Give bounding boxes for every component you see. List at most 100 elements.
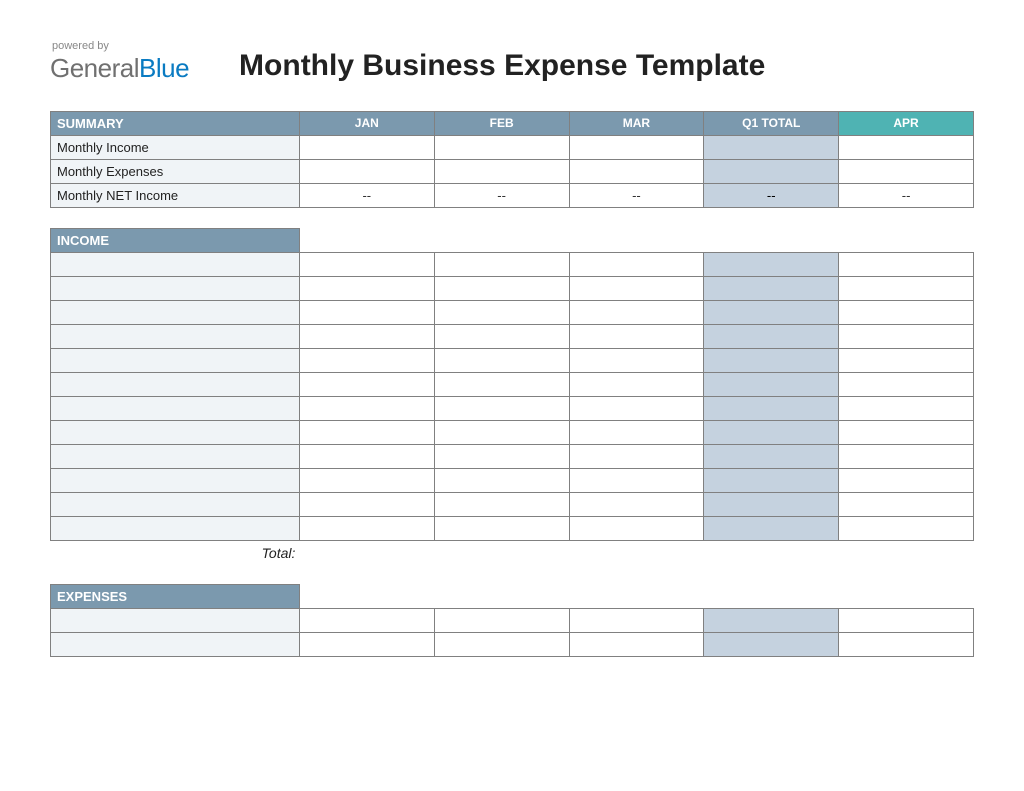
income-row-label[interactable] bbox=[51, 324, 300, 348]
income-row bbox=[51, 372, 974, 396]
income-cell-jan[interactable] bbox=[299, 420, 434, 444]
income-cell-mar[interactable] bbox=[569, 276, 704, 300]
income-cell-feb[interactable] bbox=[434, 444, 569, 468]
income-cell-apr[interactable] bbox=[839, 492, 974, 516]
income-cell-jan[interactable] bbox=[299, 444, 434, 468]
expenses-cell-q1 bbox=[704, 609, 839, 633]
income-cell-mar[interactable] bbox=[569, 492, 704, 516]
income-cell-feb[interactable] bbox=[434, 396, 569, 420]
income-cell-apr[interactable] bbox=[839, 300, 974, 324]
income-cell-jan[interactable] bbox=[299, 252, 434, 276]
summary-cell-q1 bbox=[704, 135, 839, 159]
income-row-label[interactable] bbox=[51, 276, 300, 300]
summary-cell-jan[interactable] bbox=[299, 135, 434, 159]
income-cell-jan[interactable] bbox=[299, 324, 434, 348]
expenses-cell-mar[interactable] bbox=[569, 633, 704, 657]
income-cell-apr[interactable] bbox=[839, 276, 974, 300]
summary-cell-feb[interactable]: -- bbox=[434, 183, 569, 207]
income-row-label[interactable] bbox=[51, 516, 300, 540]
income-cell-feb[interactable] bbox=[434, 492, 569, 516]
income-cell-jan[interactable] bbox=[299, 276, 434, 300]
income-cell-mar[interactable] bbox=[569, 516, 704, 540]
income-row-label[interactable] bbox=[51, 396, 300, 420]
income-cell-apr[interactable] bbox=[839, 252, 974, 276]
income-cell-apr[interactable] bbox=[839, 372, 974, 396]
summary-cell-feb[interactable] bbox=[434, 159, 569, 183]
expenses-cell-jan[interactable] bbox=[299, 633, 434, 657]
income-cell-feb[interactable] bbox=[434, 276, 569, 300]
income-cell-jan[interactable] bbox=[299, 516, 434, 540]
col-header-feb: FEB bbox=[434, 111, 569, 135]
summary-cell-apr[interactable]: -- bbox=[839, 183, 974, 207]
income-cell-mar[interactable] bbox=[569, 252, 704, 276]
summary-row: Monthly Expenses bbox=[51, 159, 974, 183]
summary-cell-mar[interactable] bbox=[569, 135, 704, 159]
page-title: Monthly Business Expense Template bbox=[239, 49, 974, 83]
income-cell-mar[interactable] bbox=[569, 348, 704, 372]
income-cell-mar[interactable] bbox=[569, 468, 704, 492]
income-cell-apr[interactable] bbox=[839, 324, 974, 348]
expenses-cell-feb[interactable] bbox=[434, 609, 569, 633]
summary-cell-mar[interactable] bbox=[569, 159, 704, 183]
income-cell-apr[interactable] bbox=[839, 516, 974, 540]
summary-cell-feb[interactable] bbox=[434, 135, 569, 159]
logo-part-general: General bbox=[50, 53, 139, 83]
income-cell-feb[interactable] bbox=[434, 300, 569, 324]
summary-cell-jan[interactable] bbox=[299, 159, 434, 183]
income-cell-q1 bbox=[704, 300, 839, 324]
income-cell-feb[interactable] bbox=[434, 324, 569, 348]
income-cell-mar[interactable] bbox=[569, 396, 704, 420]
income-row-label[interactable] bbox=[51, 468, 300, 492]
expenses-row-label[interactable] bbox=[51, 633, 300, 657]
income-cell-feb[interactable] bbox=[434, 372, 569, 396]
expenses-cell-mar[interactable] bbox=[569, 609, 704, 633]
income-cell-apr[interactable] bbox=[839, 444, 974, 468]
income-cell-feb[interactable] bbox=[434, 252, 569, 276]
income-cell-apr[interactable] bbox=[839, 348, 974, 372]
expenses-cell-feb[interactable] bbox=[434, 633, 569, 657]
expenses-cell-apr[interactable] bbox=[839, 633, 974, 657]
expenses-row-label[interactable] bbox=[51, 609, 300, 633]
income-row bbox=[51, 420, 974, 444]
income-cell-feb[interactable] bbox=[434, 348, 569, 372]
income-cell-q1 bbox=[704, 348, 839, 372]
income-row-label[interactable] bbox=[51, 348, 300, 372]
income-cell-mar[interactable] bbox=[569, 300, 704, 324]
income-row bbox=[51, 324, 974, 348]
income-cell-mar[interactable] bbox=[569, 420, 704, 444]
income-header-row: INCOME bbox=[51, 228, 974, 252]
income-cell-jan[interactable] bbox=[299, 468, 434, 492]
income-cell-q1 bbox=[704, 444, 839, 468]
income-cell-mar[interactable] bbox=[569, 372, 704, 396]
income-row-label[interactable] bbox=[51, 444, 300, 468]
expenses-cell-q1 bbox=[704, 633, 839, 657]
income-cell-jan[interactable] bbox=[299, 372, 434, 396]
income-cell-jan[interactable] bbox=[299, 348, 434, 372]
blank-cell bbox=[434, 540, 569, 564]
income-cell-feb[interactable] bbox=[434, 420, 569, 444]
income-row-label[interactable] bbox=[51, 252, 300, 276]
income-cell-mar[interactable] bbox=[569, 444, 704, 468]
blank-cell bbox=[839, 585, 974, 609]
income-cell-feb[interactable] bbox=[434, 468, 569, 492]
income-row-label[interactable] bbox=[51, 300, 300, 324]
income-cell-apr[interactable] bbox=[839, 396, 974, 420]
income-cell-mar[interactable] bbox=[569, 324, 704, 348]
income-cell-feb[interactable] bbox=[434, 516, 569, 540]
income-row bbox=[51, 396, 974, 420]
summary-cell-apr[interactable] bbox=[839, 135, 974, 159]
income-row-label[interactable] bbox=[51, 492, 300, 516]
income-cell-apr[interactable] bbox=[839, 468, 974, 492]
expenses-cell-jan[interactable] bbox=[299, 609, 434, 633]
expenses-cell-apr[interactable] bbox=[839, 609, 974, 633]
income-cell-jan[interactable] bbox=[299, 300, 434, 324]
summary-cell-jan[interactable]: -- bbox=[299, 183, 434, 207]
income-row-label[interactable] bbox=[51, 372, 300, 396]
summary-cell-apr[interactable] bbox=[839, 159, 974, 183]
income-cell-jan[interactable] bbox=[299, 396, 434, 420]
income-row-label[interactable] bbox=[51, 420, 300, 444]
income-cell-jan[interactable] bbox=[299, 492, 434, 516]
page-header: powered by GeneralBlue Monthly Business … bbox=[50, 40, 974, 83]
summary-cell-mar[interactable]: -- bbox=[569, 183, 704, 207]
income-cell-apr[interactable] bbox=[839, 420, 974, 444]
